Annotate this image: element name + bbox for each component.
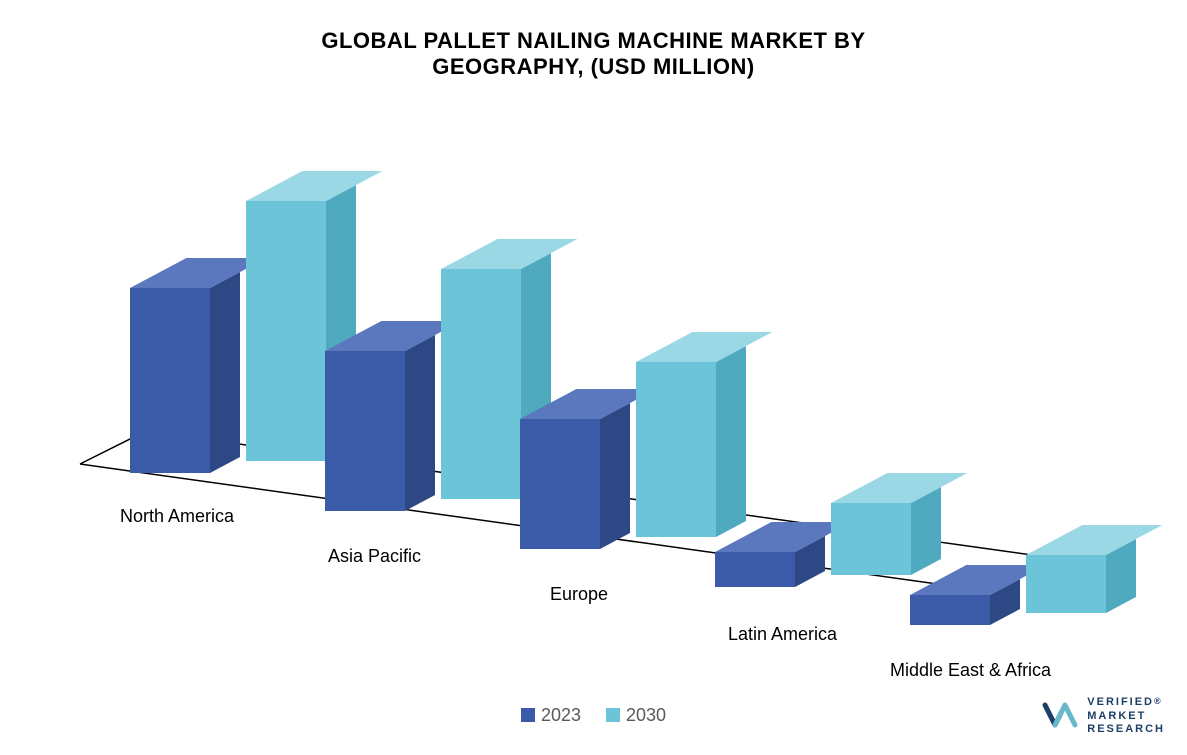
logo-mark-icon — [1041, 697, 1079, 735]
bar-3d — [1026, 540, 1136, 628]
legend-label-2023: 2023 — [541, 705, 581, 726]
bar-3d — [520, 404, 630, 564]
legend-swatch-2030 — [606, 708, 620, 722]
logo-text: VERIFIED® MARKET RESEARCH — [1087, 696, 1165, 737]
chart-title: GLOBAL PALLET NAILING MACHINE MARKET BY … — [0, 28, 1187, 80]
bar-3d — [636, 347, 746, 552]
bar-3d — [910, 580, 1020, 640]
category-label: Latin America — [728, 624, 837, 645]
logo-line1: VERIFIED — [1087, 696, 1154, 708]
title-line1: GLOBAL PALLET NAILING MACHINE MARKET BY — [0, 28, 1187, 54]
logo-line2: MARKET — [1087, 710, 1146, 722]
bar-3d — [715, 537, 825, 602]
chart-area: North AmericaAsia PacificEuropeLatin Ame… — [60, 158, 1120, 588]
registered-icon: ® — [1154, 696, 1163, 706]
brand-logo: VERIFIED® MARKET RESEARCH — [1041, 696, 1165, 737]
category-label: North America — [120, 506, 234, 527]
legend-item-2023: 2023 — [521, 705, 581, 726]
logo-line3: RESEARCH — [1087, 723, 1165, 735]
legend: 2023 2030 — [0, 705, 1187, 728]
category-label: Asia Pacific — [328, 546, 421, 567]
title-line2: GEOGRAPHY, (USD MILLION) — [0, 54, 1187, 80]
legend-swatch-2023 — [521, 708, 535, 722]
bar-3d — [831, 488, 941, 590]
legend-item-2030: 2030 — [606, 705, 666, 726]
legend-label-2030: 2030 — [626, 705, 666, 726]
bar-3d — [130, 273, 240, 488]
category-label: Middle East & Africa — [890, 660, 1051, 681]
category-label: Europe — [550, 584, 608, 605]
bar-3d — [325, 336, 435, 526]
